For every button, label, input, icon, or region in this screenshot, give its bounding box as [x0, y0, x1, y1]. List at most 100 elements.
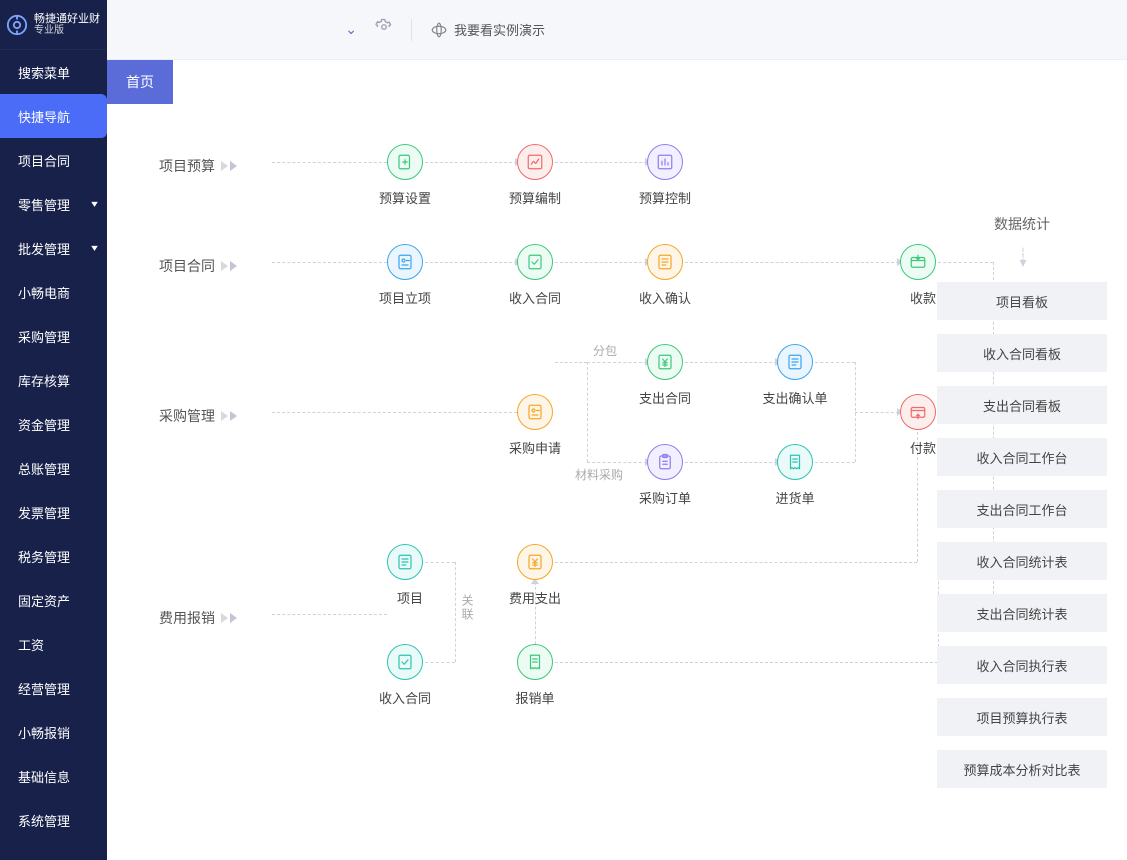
- sidebar-item-12[interactable]: 固定资产: [0, 578, 107, 622]
- dash: [587, 462, 647, 463]
- sidebar-item-17[interactable]: 系统管理: [0, 798, 107, 842]
- flow-node-label: 费用支出: [509, 588, 561, 607]
- flow-node-n14[interactable]: 项目: [387, 544, 423, 607]
- flow-node-n9[interactable]: 支出确认单: [777, 344, 813, 407]
- flow-node-n3[interactable]: 预算控制: [647, 144, 683, 207]
- sidebar-item-11[interactable]: 税务管理: [0, 534, 107, 578]
- dash: [855, 412, 899, 413]
- gear-icon[interactable]: [375, 18, 393, 41]
- flow-node-icon: [517, 544, 553, 580]
- flow-node-icon: [777, 344, 813, 380]
- flow-node-n5[interactable]: 收入合同: [517, 244, 553, 307]
- flow-node-n2[interactable]: 预算编制: [517, 144, 553, 207]
- sidebar-item-13[interactable]: 工资: [0, 622, 107, 666]
- dash: [685, 262, 899, 263]
- flow-node-icon: [647, 244, 683, 280]
- flow-node-n12[interactable]: 采购订单: [647, 444, 683, 507]
- sidebar-item-4[interactable]: 批发管理▾: [0, 226, 107, 270]
- stats-item-3[interactable]: 收入合同工作台: [937, 438, 1107, 476]
- flow-node-n15[interactable]: 费用支出: [517, 544, 553, 607]
- tab-row: 首页: [107, 60, 173, 104]
- flow-label-cailiao: 材料采购: [575, 466, 623, 483]
- sidebar-item-1[interactable]: 快捷导航: [0, 94, 107, 138]
- dash: [555, 262, 647, 263]
- flow-node-n17[interactable]: 报销单: [517, 644, 553, 707]
- flow-node-icon: [900, 394, 936, 430]
- brand-area: 畅捷通好业财 专业版: [0, 0, 107, 50]
- sidebar-item-10[interactable]: 发票管理: [0, 490, 107, 534]
- flow-node-icon: [387, 544, 423, 580]
- sidebar-item-6[interactable]: 采购管理: [0, 314, 107, 358]
- sidebar-item-8[interactable]: 资金管理: [0, 402, 107, 446]
- brand-edition: 专业版: [34, 25, 100, 36]
- flow-node-label: 采购订单: [639, 488, 691, 507]
- flow-node-n4[interactable]: 项目立项: [387, 244, 423, 307]
- flow-node-n13[interactable]: 进货单: [777, 444, 813, 507]
- org-selector[interactable]: ⌄: [127, 21, 357, 38]
- demo-link-label: 我要看实例演示: [454, 20, 545, 39]
- flow-node-n11[interactable]: 付款: [900, 394, 936, 457]
- stats-item-4[interactable]: 支出合同工作台: [937, 490, 1107, 528]
- dash: [587, 362, 647, 363]
- flow-node-icon: [517, 644, 553, 680]
- dash: [425, 662, 455, 663]
- flow-node-label: 预算控制: [639, 188, 691, 207]
- flow-node-icon: [387, 644, 423, 680]
- sidebar-item-0[interactable]: 搜索菜单: [0, 50, 107, 94]
- stats-item-5[interactable]: 收入合同统计表: [937, 542, 1107, 580]
- stats-item-7[interactable]: 收入合同执行表: [937, 646, 1107, 684]
- flow-node-label: 采购申请: [509, 438, 561, 457]
- flow-node-icon: [517, 394, 553, 430]
- tab-home[interactable]: 首页: [107, 60, 173, 104]
- flow-node-label: 收款: [910, 288, 936, 307]
- sidebar: 畅捷通好业财 专业版 搜索菜单快捷导航项目合同零售管理▾批发管理▾小畅电商采购管…: [0, 0, 107, 860]
- chevron-down-icon: ▾: [91, 199, 98, 210]
- sidebar-item-15[interactable]: 小畅报销: [0, 710, 107, 754]
- stats-item-2[interactable]: 支出合同看板: [937, 386, 1107, 424]
- flow-node-n16[interactable]: 收入合同: [387, 644, 423, 707]
- flow-node-label: 项目立项: [379, 288, 431, 307]
- flow-node-label: 付款: [910, 438, 936, 457]
- dash: [425, 162, 517, 163]
- flow-node-icon: [387, 144, 423, 180]
- sidebar-item-3[interactable]: 零售管理▾: [0, 182, 107, 226]
- demo-link[interactable]: 我要看实例演示: [430, 20, 545, 39]
- stats-item-8[interactable]: 项目预算执行表: [937, 698, 1107, 736]
- sidebar-item-2[interactable]: 项目合同: [0, 138, 107, 182]
- stats-item-6[interactable]: 支出合同统计表: [937, 594, 1107, 632]
- dash: [555, 662, 938, 663]
- stats-item-1[interactable]: 收入合同看板: [937, 334, 1107, 372]
- stats-item-9[interactable]: 预算成本分析对比表: [937, 750, 1107, 788]
- section-label-budget: 项目预算: [159, 156, 237, 176]
- dash: [555, 162, 647, 163]
- flow-node-label: 收入合同: [379, 688, 431, 707]
- topbar: ⌄ 我要看实例演示: [107, 0, 1127, 60]
- dash: [425, 562, 455, 563]
- flow-node-label: 预算设置: [379, 188, 431, 207]
- flow-node-n10[interactable]: 采购申请: [517, 394, 553, 457]
- dash: [425, 262, 517, 263]
- sidebar-item-16[interactable]: 基础信息: [0, 754, 107, 798]
- flow-node-n1[interactable]: 预算设置: [387, 144, 423, 207]
- dash: [587, 362, 588, 462]
- stats-item-0[interactable]: 项目看板: [937, 282, 1107, 320]
- dash: [815, 362, 855, 363]
- dash: [272, 162, 387, 163]
- stats-arrow-icon: ┆▾: [937, 252, 1107, 266]
- flow-node-icon: [900, 244, 936, 280]
- sidebar-item-5[interactable]: 小畅电商: [0, 270, 107, 314]
- sidebar-item-9[interactable]: 总账管理: [0, 446, 107, 490]
- dash: [272, 614, 387, 615]
- dash: [555, 362, 587, 363]
- sidebar-item-7[interactable]: 库存核算: [0, 358, 107, 402]
- flow-node-label: 支出合同: [639, 388, 691, 407]
- sidebar-item-14[interactable]: 经营管理: [0, 666, 107, 710]
- chevron-down-icon: ▾: [91, 243, 98, 254]
- chevron-down-icon: ⌄: [345, 21, 357, 38]
- flow-node-n7[interactable]: 收款: [900, 244, 936, 307]
- flow-label-fenbao: 分包: [593, 342, 617, 359]
- flow-node-n8[interactable]: 支出合同: [647, 344, 683, 407]
- stats-panel: 数据统计 ┆▾ 项目看板收入合同看板支出合同看板收入合同工作台支出合同工作台收入…: [937, 214, 1107, 788]
- dash: [685, 362, 777, 363]
- flow-node-n6[interactable]: 收入确认: [647, 244, 683, 307]
